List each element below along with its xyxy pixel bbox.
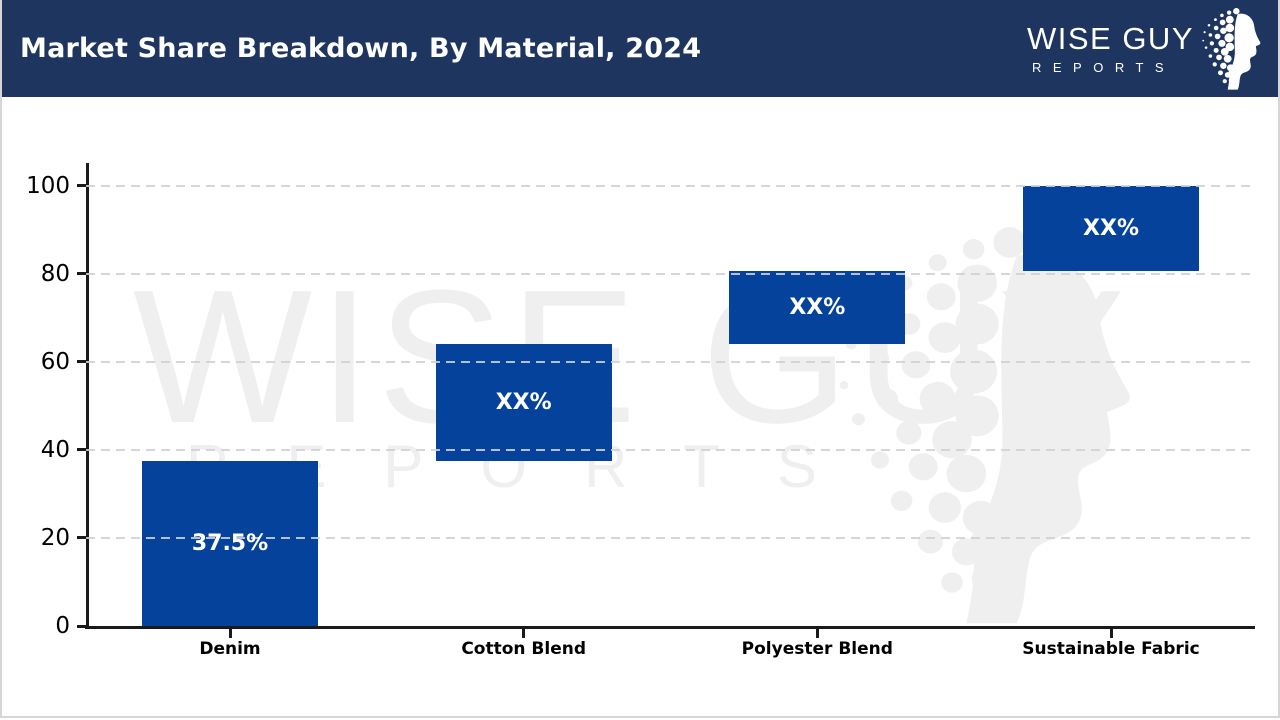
bar-value-label-denim: 37.5%: [191, 530, 269, 556]
gridline: [86, 272, 1255, 275]
y-axis-tick-mark: [77, 360, 86, 364]
y-axis-tick-mark: [77, 272, 86, 276]
x-axis-category-label: Sustainable Fabric: [1022, 639, 1200, 659]
bar-denim: [142, 460, 318, 626]
y-axis-tick-mark: [77, 536, 86, 540]
x-axis-tick-mark: [1109, 629, 1113, 638]
y-axis-tick-label: 100: [26, 172, 70, 199]
gridline: [86, 360, 1255, 363]
bar-value-label-polyester-blend: XX%: [789, 295, 846, 321]
y-axis-tick-mark: [77, 184, 86, 187]
page-title: Market Share Breakdown, By Material, 202…: [20, 33, 702, 64]
wise-guy-head-icon: [1202, 7, 1261, 90]
y-axis-tick-label: 40: [40, 436, 70, 463]
wise-guy-logo-text: WISE GUY REPORTS: [1027, 23, 1194, 75]
x-axis-line: [85, 626, 1255, 629]
y-axis-tick-mark: [77, 624, 86, 628]
header-bar: Market Share Breakdown, By Material, 202…: [0, 0, 1280, 97]
logo-wordmark: WISE GUY: [1026, 20, 1194, 56]
bar-cotton-blend: [435, 344, 612, 461]
x-axis-category-label: Denim: [199, 639, 261, 659]
logo-subtitle: REPORTS: [1031, 59, 1176, 75]
x-axis-category-label: Cotton Blend: [461, 639, 587, 659]
bar-value-label-sustainable-fabric: XX%: [1083, 215, 1139, 241]
bar-value-label-cotton-blend: XX%: [495, 389, 552, 415]
y-axis-tick-label: 60: [40, 348, 70, 375]
x-axis-tick-mark: [228, 629, 232, 638]
y-axis-tick-label: 0: [55, 613, 70, 639]
x-axis-tick-mark: [815, 629, 819, 638]
y-axis-tick-label: 80: [40, 260, 70, 287]
y-axis-line: [86, 163, 89, 629]
gridline: [86, 536, 1255, 539]
wise-guy-logo: WISE GUY REPORTS: [1027, 7, 1268, 91]
x-axis-category-label: Polyester Blend: [741, 639, 893, 659]
gridline: [86, 184, 1255, 187]
x-axis-tick-mark: [522, 629, 526, 638]
y-axis-tick-mark: [77, 448, 86, 452]
gridline: [86, 448, 1255, 451]
y-axis-tick-label: 20: [40, 524, 70, 551]
